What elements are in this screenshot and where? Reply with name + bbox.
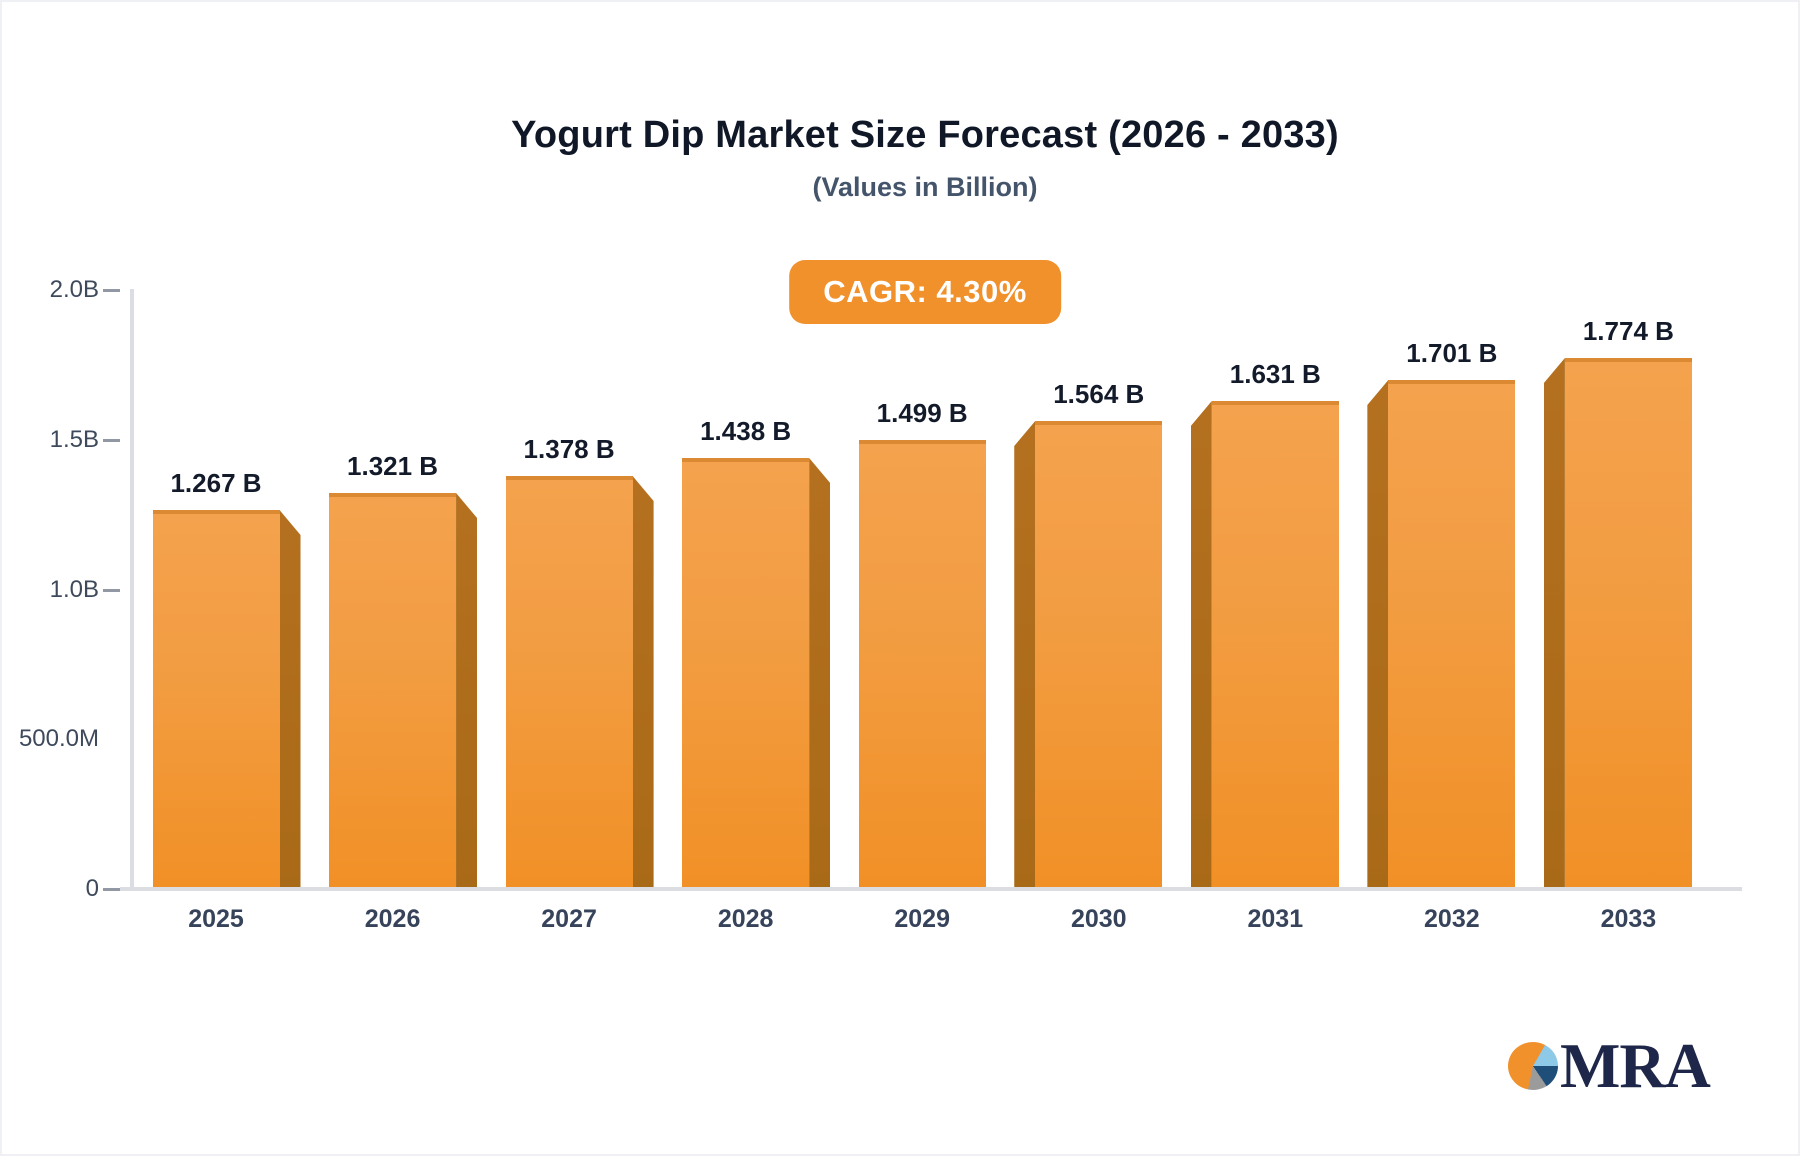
x-axis-label: 2031 — [1247, 905, 1304, 933]
x-axis-label: 2026 — [364, 905, 421, 933]
bar-value-label: 1.499 B — [876, 398, 968, 428]
x-axis-label: 2029 — [894, 905, 950, 933]
x-axis-label: 2028 — [717, 905, 774, 933]
y-tick — [103, 888, 120, 891]
bar-value-label: 1.701 B — [1406, 338, 1498, 368]
cagr-badge-label: CAGR: 4.30% — [823, 274, 1027, 309]
x-axis-label: 2033 — [1600, 905, 1657, 933]
bar-side-face — [456, 493, 478, 889]
x-axis-label: 2025 — [188, 905, 244, 933]
bar-side-face — [279, 510, 301, 889]
bar — [858, 440, 986, 889]
bar-side-face — [1543, 358, 1565, 889]
y-tick-label: 0 — [85, 875, 99, 902]
bar-value-label: 1.774 B — [1582, 316, 1674, 346]
brand-logo-text: MRA — [1560, 1030, 1711, 1101]
chart-subtitle: (Values in Billion) — [812, 172, 1038, 202]
bar — [505, 476, 633, 889]
bar-side-face — [1014, 421, 1036, 889]
bar — [329, 493, 457, 889]
bar-side-face — [1367, 380, 1389, 889]
x-axis-label: 2030 — [1070, 905, 1127, 933]
y-tick-label: 500.0M — [18, 725, 99, 753]
bar-value-label: 1.631 B — [1229, 359, 1321, 389]
bar-value-label: 1.564 B — [1053, 379, 1145, 409]
y-tick — [103, 438, 120, 442]
bar-value-label: 1.378 B — [523, 434, 615, 464]
chart-title: Yogurt Dip Market Size Forecast (2026 - … — [511, 114, 1339, 156]
y-tick-label: 2.0B — [49, 276, 99, 303]
bar-side-face — [632, 476, 654, 889]
x-axis-label: 2032 — [1424, 905, 1480, 933]
bar — [682, 458, 810, 889]
bar-value-label: 1.438 B — [700, 416, 792, 446]
y-tick-label: 1.5B — [49, 425, 99, 453]
bar-value-label: 1.321 B — [347, 451, 439, 481]
bar — [1211, 401, 1339, 889]
y-tick — [103, 588, 120, 592]
bar — [1035, 421, 1163, 889]
y-tick — [103, 289, 120, 292]
brand-logo: MRA — [1508, 1030, 1711, 1101]
bar — [1388, 380, 1516, 889]
pie-chart-icon — [1508, 1042, 1558, 1090]
x-axis-line — [120, 887, 1742, 891]
x-axis-label: 2027 — [541, 905, 597, 933]
bar — [152, 510, 280, 889]
bar-side-face — [809, 458, 831, 889]
cagr-badge: CAGR: 4.30% — [789, 260, 1061, 324]
y-tick-label: 1.0B — [49, 575, 99, 603]
bar — [1564, 358, 1692, 889]
bar-side-face — [1190, 401, 1212, 889]
y-axis-line — [130, 289, 134, 891]
bar-value-label: 1.267 B — [170, 468, 262, 498]
